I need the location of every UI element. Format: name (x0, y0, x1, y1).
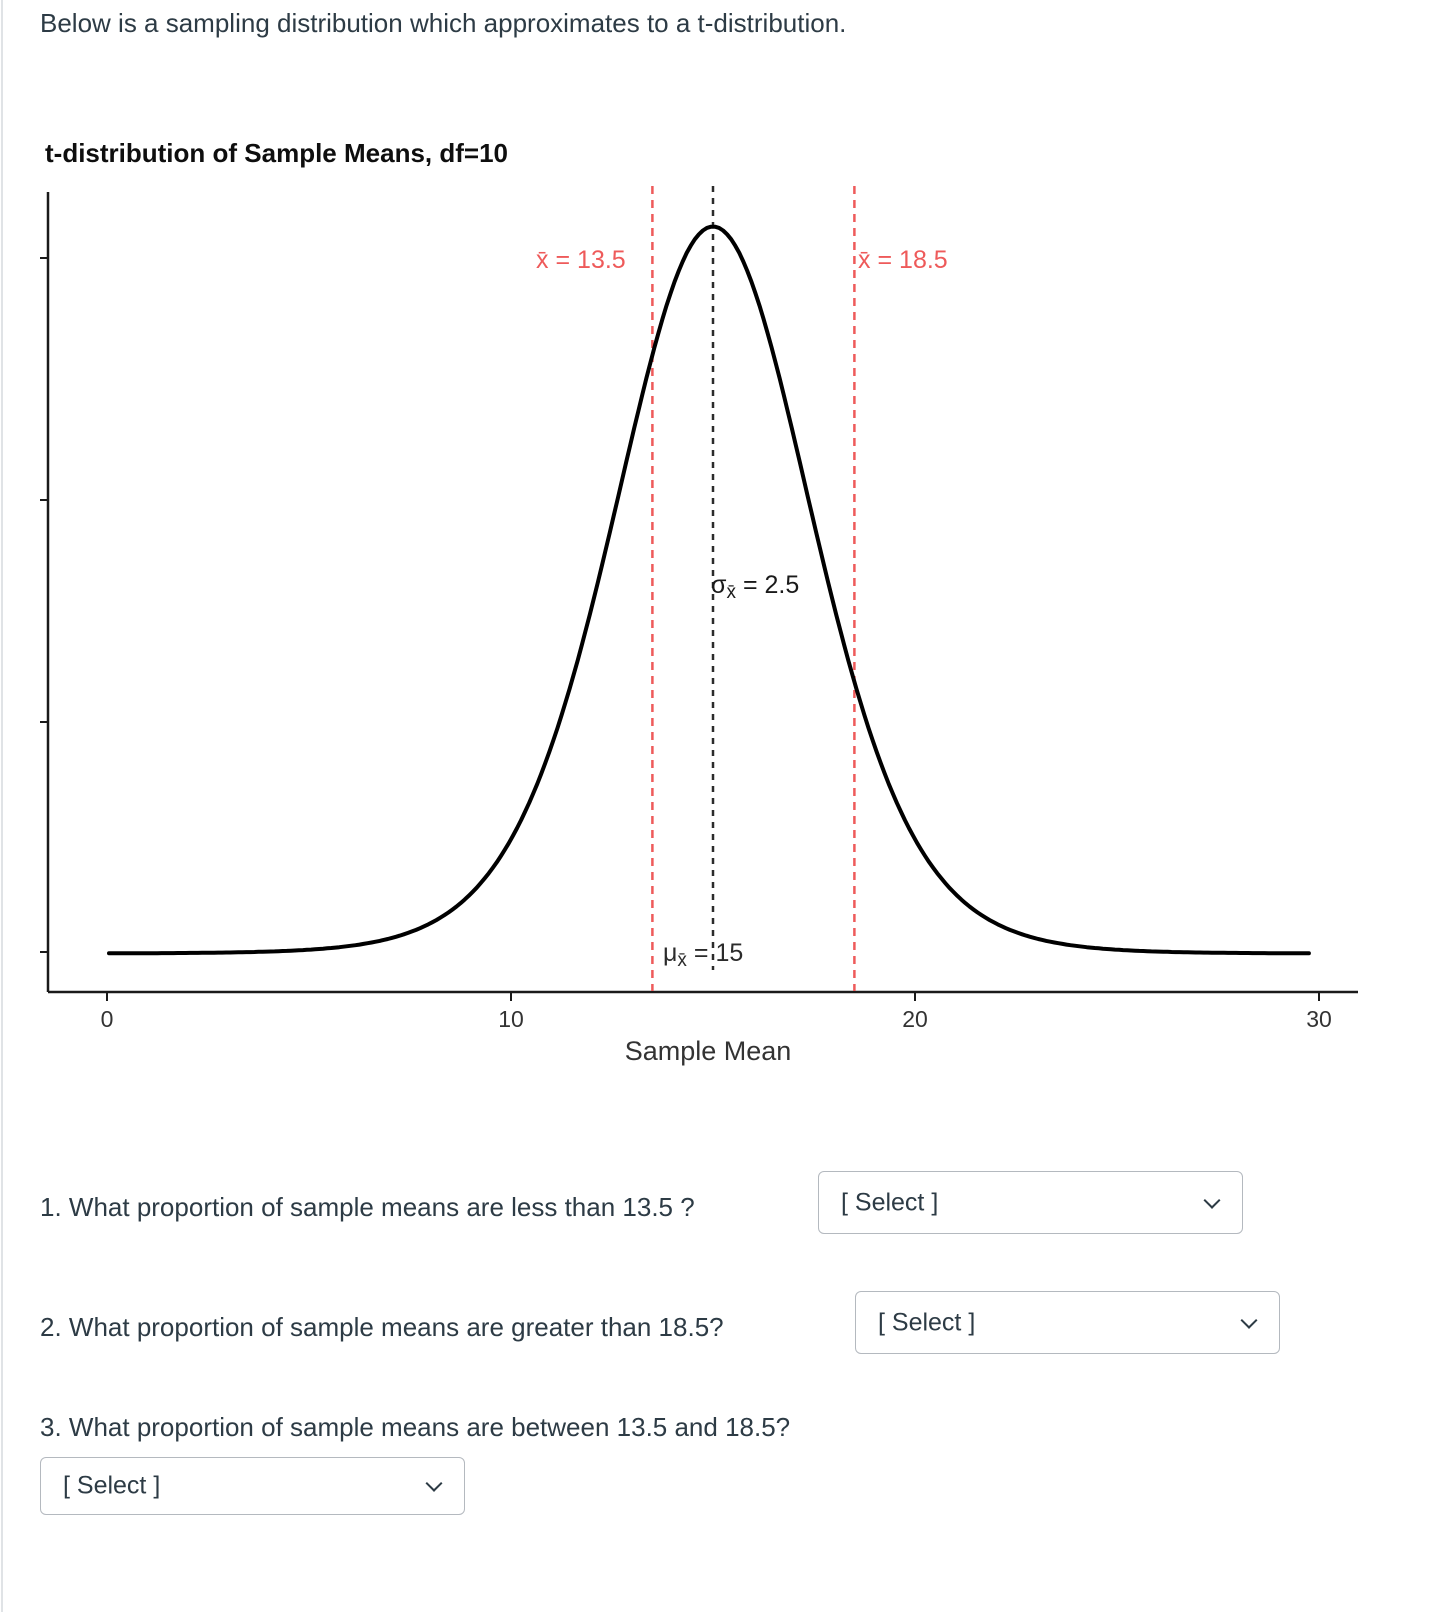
question-2-text: 2. What proportion of sample means are g… (40, 1312, 724, 1342)
page-left-border (1, 0, 3, 1612)
mu-value: = 15 (693, 939, 744, 967)
chevron-down-icon (1203, 1191, 1221, 1209)
x-tick-label-0: 0 (100, 1006, 114, 1032)
q2-select[interactable]: [ Select ] (855, 1291, 1280, 1354)
mu-subscript: x̄ (677, 950, 687, 971)
intro-text: Below is a sampling distribution which a… (40, 8, 847, 38)
xbar-18-5-label: x̄ = 18.5 (858, 246, 948, 275)
chevron-down-icon (425, 1474, 443, 1492)
xbar-18-5-value: = 18.5 (877, 246, 948, 274)
chart-title: t-distribution of Sample Means, df=10 (45, 138, 508, 168)
xbar-13-5-value: = 13.5 (555, 246, 626, 274)
mu-label: μx̄ = 15 (663, 939, 743, 972)
question-1-text: 1. What proportion of sample means are l… (40, 1192, 695, 1222)
sigma-symbol: σ (711, 571, 727, 599)
chevron-down-icon (1240, 1311, 1258, 1329)
q3-select-label: [ Select ] (63, 1471, 161, 1500)
x-tick-label-30: 30 (1306, 1006, 1332, 1032)
xbar-13-5-label: x̄ = 13.5 (536, 246, 626, 275)
x-tick-label-10: 10 (498, 1006, 524, 1032)
q3-select[interactable]: [ Select ] (40, 1457, 465, 1515)
sigma-label: σx̄ = 2.5 (711, 571, 799, 604)
question-3-text: 3. What proportion of sample means are b… (40, 1412, 791, 1442)
xbar-symbol: x̄ (536, 246, 549, 274)
sigma-subscript: x̄ (726, 582, 736, 603)
sigma-value: = 2.5 (742, 571, 800, 599)
t-distribution-plot (40, 186, 1358, 1001)
q1-select[interactable]: [ Select ] (818, 1171, 1243, 1234)
x-tick-label-20: 20 (902, 1006, 928, 1032)
xbar-symbol: x̄ (858, 246, 871, 274)
mu-symbol: μ (663, 939, 678, 967)
x-axis-title: Sample Mean (624, 1036, 792, 1066)
q1-select-label: [ Select ] (841, 1188, 939, 1216)
t-distribution-curve (107, 224, 1311, 956)
q2-select-label: [ Select ] (878, 1308, 976, 1336)
